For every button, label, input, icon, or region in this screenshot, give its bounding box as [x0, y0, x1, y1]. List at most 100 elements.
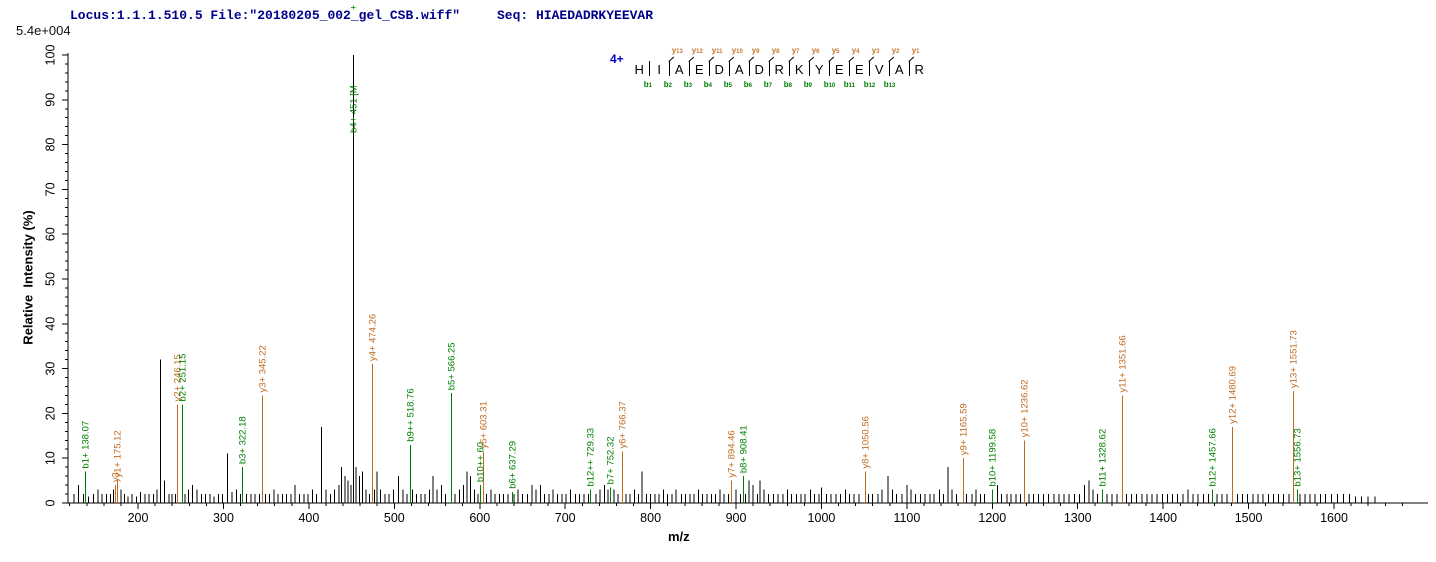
fragment-divider: y5 b10	[824, 46, 840, 89]
peak-annotation: b10+ 1199.58	[988, 429, 999, 487]
fragment-divider: y4 b11	[844, 46, 860, 89]
y-tick-label: 50	[43, 272, 57, 286]
locus-file-label: Locus:1.1.1.510.5 File:"20180205_002_gel…	[70, 8, 461, 23]
x-tick-label: 1300	[1064, 511, 1092, 525]
residue-letter: I	[654, 62, 665, 77]
x-tick-label: 800	[640, 511, 661, 525]
residue-letter: R	[774, 62, 785, 77]
peak-annotation: b12++ 729.33	[586, 428, 597, 487]
fragmentation-ladder: 4+Hb1Iy13b2Ay12b3Ey11b4Dy10b5Ay9b6Dy8b7R…	[610, 46, 925, 89]
divider-line	[728, 61, 730, 76]
divider-line	[648, 61, 650, 76]
residue-letter: A	[894, 62, 905, 77]
fragment-divider: b1	[644, 59, 654, 89]
peak-annotation: y7+ 894.46	[727, 430, 738, 477]
fragment-divider: y6 b9	[804, 46, 820, 89]
x-tick-label: 700	[555, 511, 576, 525]
b-ion-label: b6	[744, 80, 752, 89]
residue-letter: E	[694, 62, 705, 77]
b-ion-label: b3	[684, 80, 692, 89]
y-tick-label: 10	[43, 451, 57, 465]
b-ion-label: b10	[824, 80, 836, 89]
fragment-divider: y10 b5	[724, 46, 743, 89]
y-ion-label: y3	[872, 46, 880, 55]
precursor-apex-marker: +	[349, 5, 359, 10]
y-ion-label: y13	[672, 46, 683, 55]
y-tick-label: 90	[43, 93, 57, 107]
y-tick-label: 0	[43, 499, 57, 506]
y-ion-label: y11	[712, 46, 723, 55]
peak-annotation: b11+ 1328.62	[1098, 429, 1109, 487]
intensity-scale-label: 5.4e+004	[16, 23, 71, 38]
x-tick-label: 1600	[1320, 511, 1348, 525]
y-tick-label: 70	[43, 182, 57, 196]
divider-line	[888, 61, 890, 76]
b-ion-label: b1	[644, 80, 652, 89]
residue-letter: A	[674, 62, 685, 77]
divider-line	[768, 61, 770, 76]
divider-line	[848, 61, 850, 76]
peak-annotation: y5+ 603.31	[479, 401, 490, 448]
fragment-divider: y13 b2	[664, 46, 683, 89]
peak-annotation: y1+ 175.12	[113, 430, 124, 477]
b-ion-label: b12	[864, 80, 876, 89]
x-axis-title: m/z	[668, 529, 690, 544]
y-tick-label: 40	[43, 317, 57, 331]
y-ion-label: y1	[912, 46, 920, 55]
divider-line	[808, 61, 810, 76]
peak-annotation: b4+ 451 [M	[349, 85, 360, 133]
y-ion-label: y12	[692, 46, 703, 55]
y-ion-label: y7	[792, 46, 800, 55]
b-ion-label: b7	[764, 80, 772, 89]
peak-annotation: b13+ 1556.73	[1293, 428, 1304, 486]
precursor-charge-label: 4+	[610, 52, 624, 66]
fragment-divider: y11 b4	[704, 46, 723, 89]
x-tick-label: 600	[469, 511, 490, 525]
b-ion-label: b2	[664, 80, 672, 89]
y-ion-label: y9	[752, 46, 760, 55]
peak-annotation: y2+ 246.15	[173, 354, 184, 401]
x-tick-label: 1200	[978, 511, 1006, 525]
divider-line	[668, 61, 670, 76]
residue-letter: V	[874, 62, 885, 77]
divider-line	[748, 61, 750, 76]
peak-annotation: b5+ 566.25	[447, 342, 458, 390]
peak-annotation: y12+ 1480.69	[1228, 366, 1239, 424]
divider-line	[708, 61, 710, 76]
y-tick-label: 80	[43, 138, 57, 152]
x-tick-label: 500	[384, 511, 405, 525]
y-ion-label: y5	[832, 46, 840, 55]
peak-annotation: y4+ 474.26	[368, 314, 379, 361]
divider-line	[788, 61, 790, 76]
peak-annotation: b12+ 1457.66	[1208, 428, 1219, 486]
peak-annotation: y8+ 1050.56	[861, 416, 872, 469]
x-tick-label: 200	[128, 511, 149, 525]
fragment-divider: y9 b6	[744, 46, 760, 89]
fragment-divider: y2 b13	[884, 46, 900, 89]
b-ion-label: b8	[784, 80, 792, 89]
residue-letter: R	[914, 62, 925, 77]
x-tick-label: 900	[726, 511, 747, 525]
peak-annotation: y6+ 766.37	[618, 401, 629, 448]
residue-letter: Y	[814, 62, 825, 77]
x-tick-label: 1100	[893, 511, 920, 525]
residue-letter: D	[754, 62, 765, 77]
fragment-divider: y12 b3	[684, 46, 703, 89]
peak-annotation: b6+ 637.29	[508, 441, 519, 489]
divider-line	[688, 61, 690, 76]
y-ion-label: y4	[852, 46, 860, 55]
sequence-label: Seq: HIAEDADRKYEEVAR	[497, 8, 654, 23]
y-ion-label: y10	[732, 46, 743, 55]
peak-annotation: y9+ 1165.59	[959, 403, 970, 455]
peak-annotation: b3+ 322.18	[238, 416, 249, 464]
divider-line	[828, 61, 830, 76]
y-ion-label: y2	[892, 46, 900, 55]
b-ion-label: b5	[724, 80, 732, 89]
residue-letter: E	[834, 62, 845, 77]
peak-annotation: y3+ 345.22	[258, 345, 269, 392]
fragment-divider: y8 b7	[764, 46, 780, 89]
fragment-divider: y3 b12	[864, 46, 880, 89]
residue-letter: H	[634, 62, 645, 77]
